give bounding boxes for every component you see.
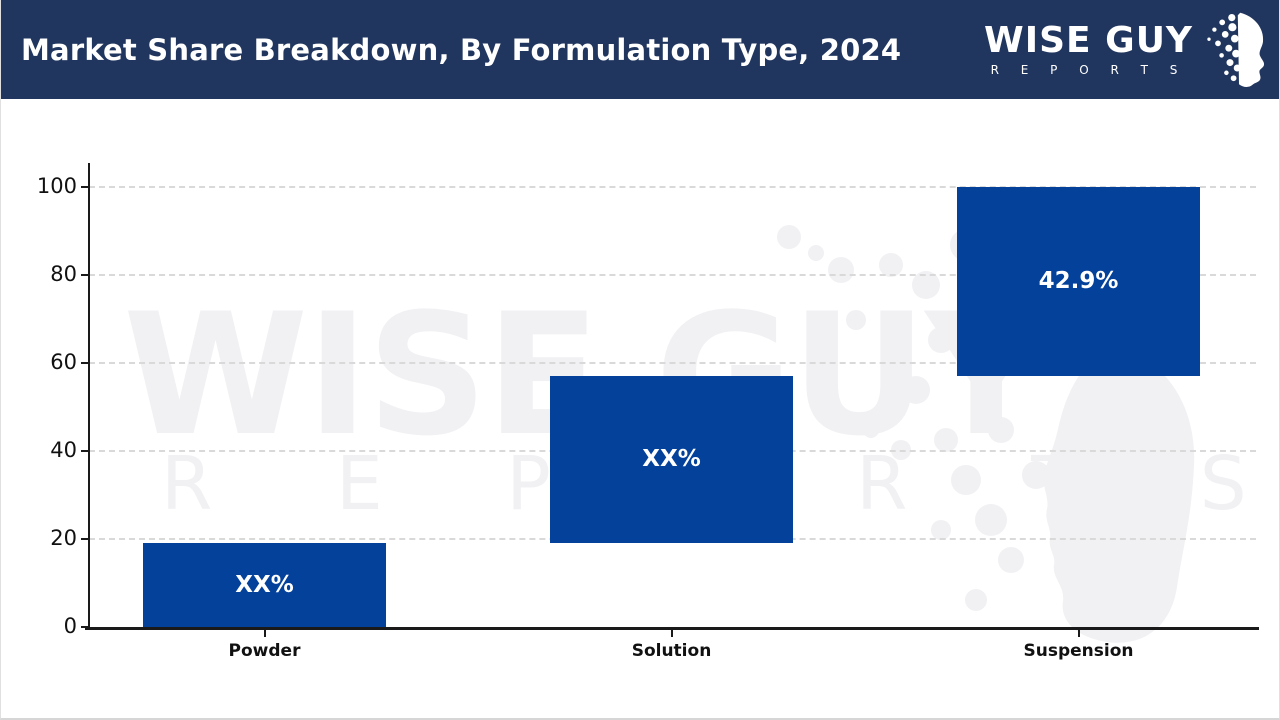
y-tick-mark [81,450,89,452]
y-axis-tick-label: 0 [63,614,77,638]
gridline-60 [89,362,1256,364]
x-axis-category-label: Powder [228,641,301,661]
x-tick-mark [1077,629,1080,637]
bar-value-label: XX% [642,446,701,473]
y-tick-mark [81,626,89,628]
chart-canvas: WISE GUY R E P O R T S 020406080100XX%Po… [1,99,1279,718]
y-tick-mark [81,274,89,276]
y-tick-mark [81,362,89,364]
y-axis-tick-label: 40 [50,438,77,462]
brand-logo: WISE GUY R E P O R T S [983,10,1279,90]
brand-subtitle: R E P O R T S [990,63,1187,77]
gridline-80 [89,274,1256,276]
x-axis-category-label: Solution [631,641,712,661]
y-axis-tick-label: 100 [36,174,77,198]
head-profile-icon [1207,12,1265,87]
brand-name: WISE GUY [983,20,1193,61]
x-tick-mark [263,629,266,637]
page-title: Market Share Breakdown, By Formulation T… [21,32,902,67]
brand-logo-text: WISE GUY R E P O R T S [983,20,1193,77]
bar-value-label: XX% [235,571,294,598]
bar-suspension: 42.9% [957,187,1200,376]
y-axis-tick-label: 60 [50,350,77,374]
x-axis-line [85,627,1259,630]
gridline-100 [89,186,1256,188]
y-axis-tick-label: 20 [50,526,77,550]
y-axis-tick-label: 80 [50,262,77,286]
y-tick-mark [81,186,89,188]
bar-powder: XX% [143,542,386,627]
y-tick-mark [81,538,89,540]
x-axis-category-label: Suspension [1023,641,1134,661]
watermark-head-profile-icon [777,225,1195,643]
header-bar: Market Share Breakdown, By Formulation T… [1,0,1279,99]
x-tick-mark [670,629,673,637]
bar-solution: XX% [550,375,793,543]
bar-value-label: 42.9% [1038,268,1119,295]
y-axis-line [88,163,90,629]
